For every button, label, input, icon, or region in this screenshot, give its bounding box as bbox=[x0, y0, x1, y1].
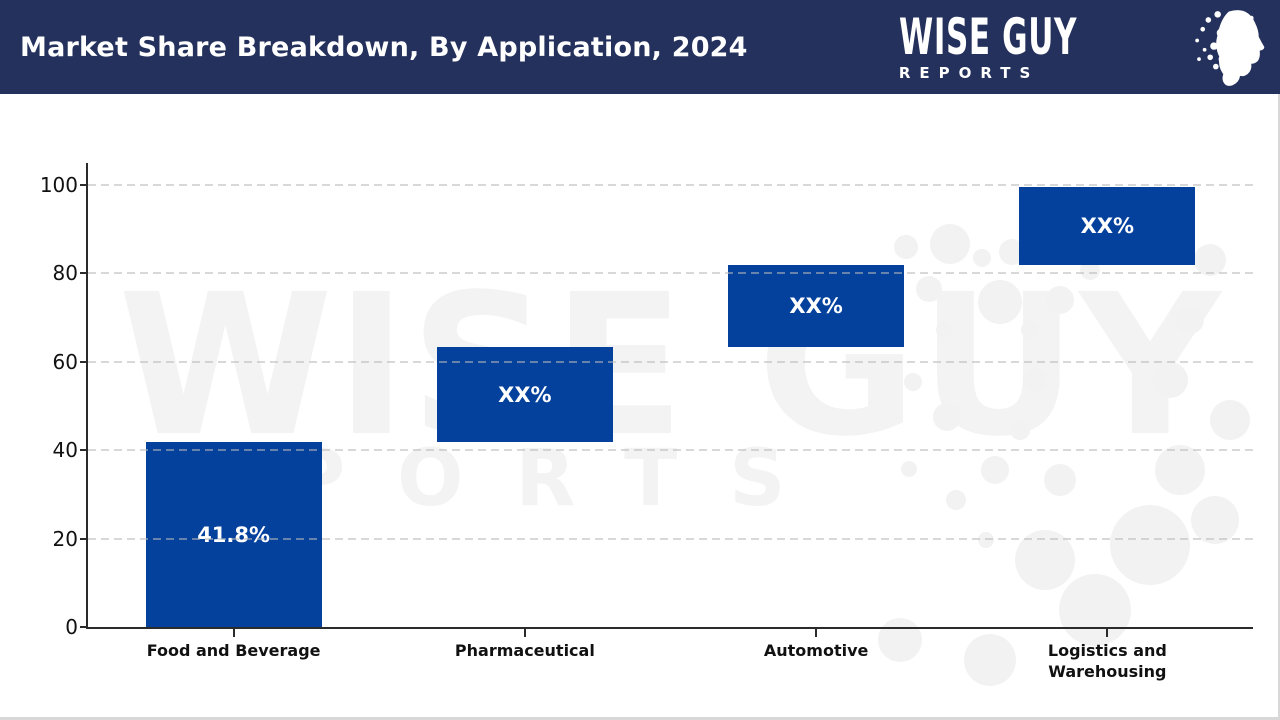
x-axis-label-pharmaceutical: Pharmaceutical bbox=[454, 641, 595, 660]
y-tick-label-60: 60 bbox=[52, 349, 78, 374]
y-tick-label-40: 40 bbox=[52, 438, 78, 463]
y-tick-label-20: 20 bbox=[52, 526, 78, 551]
y-tick-mark-0 bbox=[80, 626, 87, 628]
gridline-20 bbox=[88, 537, 1253, 540]
logo-subtitle: REPORTS bbox=[898, 64, 1040, 82]
logo-text: WISE GUY REPORTS bbox=[899, 12, 1186, 82]
page-right-border bbox=[1278, 94, 1280, 720]
bar-value-label: XX% bbox=[789, 293, 843, 318]
y-tick-mark-20 bbox=[80, 537, 87, 540]
y-tick-label-100: 100 bbox=[39, 173, 78, 197]
bar-value-label: XX% bbox=[1080, 213, 1135, 238]
watermark-subtitle: PORTS bbox=[288, 434, 838, 524]
gridline-40 bbox=[88, 449, 1253, 452]
x-tick-mark-food-and-beverage bbox=[232, 629, 235, 637]
x-axis-label-automotive: Automotive bbox=[763, 641, 869, 660]
logo-wordmark: WISE GUY bbox=[898, 8, 1077, 66]
y-tick-label-80: 80 bbox=[52, 261, 78, 286]
wise-guy-reports-logo: WISE GUY REPORTS bbox=[899, 5, 1266, 89]
y-tick-mark-60 bbox=[80, 360, 87, 363]
x-tick-mark-logistics-and-warehousing bbox=[1106, 629, 1109, 637]
dotted-head-icon bbox=[1195, 10, 1265, 86]
gridline-80 bbox=[88, 272, 1253, 275]
x-tick-mark-pharmaceutical bbox=[523, 629, 526, 637]
gridline-100 bbox=[88, 184, 1253, 186]
x-axis-label-food-and-beverage: Food and Beverage bbox=[146, 641, 321, 660]
x-axis-label-logistics-and-warehousing: Logistics and Warehousing bbox=[1047, 641, 1167, 681]
header-bar: Market Share Breakdown, By Application, … bbox=[0, 0, 1280, 94]
gridline-60 bbox=[88, 360, 1253, 363]
y-tick-mark-40 bbox=[80, 449, 87, 452]
page-title: Market Share Breakdown, By Application, … bbox=[20, 31, 748, 63]
bar-logistics-and-warehousing: XX% bbox=[1019, 187, 1196, 265]
bar-value-label: XX% bbox=[498, 382, 552, 407]
bar-food-and-beverage: 41.8% bbox=[145, 442, 322, 627]
page-bottom-border bbox=[0, 717, 1280, 720]
y-axis-line bbox=[86, 163, 88, 629]
x-axis-line bbox=[86, 627, 1253, 629]
y-tick-mark-80 bbox=[80, 272, 87, 275]
bar-automotive: XX% bbox=[728, 264, 905, 347]
x-tick-mark-automotive bbox=[815, 629, 818, 637]
bar-value-label: 41.8% bbox=[197, 522, 271, 547]
y-tick-label-0: 0 bbox=[65, 615, 78, 639]
watermark-wordmark: WISE GUY bbox=[118, 252, 1223, 479]
y-tick-mark-100 bbox=[80, 184, 87, 186]
